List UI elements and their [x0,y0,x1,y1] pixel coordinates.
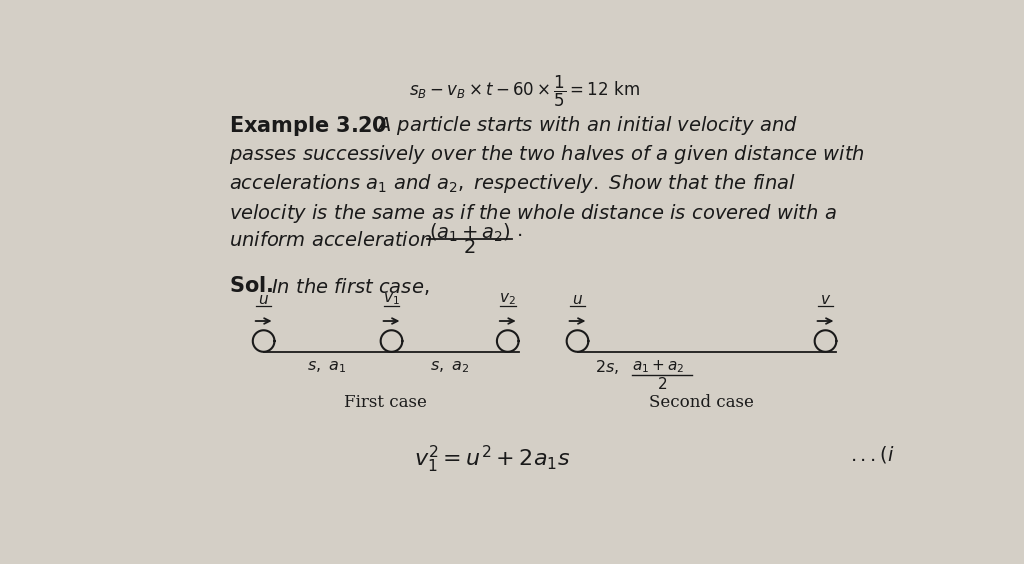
Text: $s,\ a_1$: $s,\ a_1$ [307,358,347,375]
Text: Second case: Second case [649,394,754,411]
Text: $.$: $.$ [515,222,521,240]
Text: $s,\ a_2$: $s,\ a_2$ [430,358,469,375]
Text: $s_B - v_B \times t - 60 \times \dfrac{1}{5} = 12\ \mathrm{km}$: $s_B - v_B \times t - 60 \times \dfrac{1… [410,74,640,109]
Text: $velocity\ is\ the\ same\ as\ if\ the\ whole\ distance\ is\ covered\ with\ a$: $velocity\ is\ the\ same\ as\ if\ the\ w… [228,202,837,224]
Text: $v$: $v$ [820,293,831,307]
Text: $...(i$: $...(i$ [850,444,895,465]
Text: $\mathbf{Example\ 3.20}$: $\mathbf{Example\ 3.20}$ [228,114,387,138]
Text: $\mathbf{Sol.}$: $\mathbf{Sol.}$ [228,276,273,296]
Text: $In\ the\ first\ case,$: $In\ the\ first\ case,$ [271,276,430,297]
Text: $A\ particle\ starts\ with\ an\ initial\ velocity\ and$: $A\ particle\ starts\ with\ an\ initial\… [376,114,798,137]
Text: $2$: $2$ [657,376,667,391]
Text: $u$: $u$ [572,293,583,307]
Text: $uniform\ acceleration$: $uniform\ acceleration$ [228,231,432,250]
Text: $accelerations\ a_1\ and\ a_2,\ respectively.\ Show\ that\ the\ final$: $accelerations\ a_1\ and\ a_2,\ respecti… [228,173,796,195]
Text: $u$: $u$ [258,293,269,307]
Text: $passes\ successively\ over\ the\ two\ halves\ of\ a\ given\ distance\ with$: $passes\ successively\ over\ the\ two\ h… [228,143,864,166]
Text: $v_1^2 = u^2 + 2a_1 s$: $v_1^2 = u^2 + 2a_1 s$ [414,444,570,475]
Text: $v_2$: $v_2$ [500,292,516,307]
Text: $v_1$: $v_1$ [383,292,399,307]
Text: $2s,$: $2s,$ [595,358,618,376]
Text: $2$: $2$ [463,239,475,257]
Text: $(a_1 + a_2)$: $(a_1 + a_2)$ [429,222,511,244]
Text: $a_1 + a_2$: $a_1 + a_2$ [632,358,684,374]
Text: First case: First case [344,394,427,411]
